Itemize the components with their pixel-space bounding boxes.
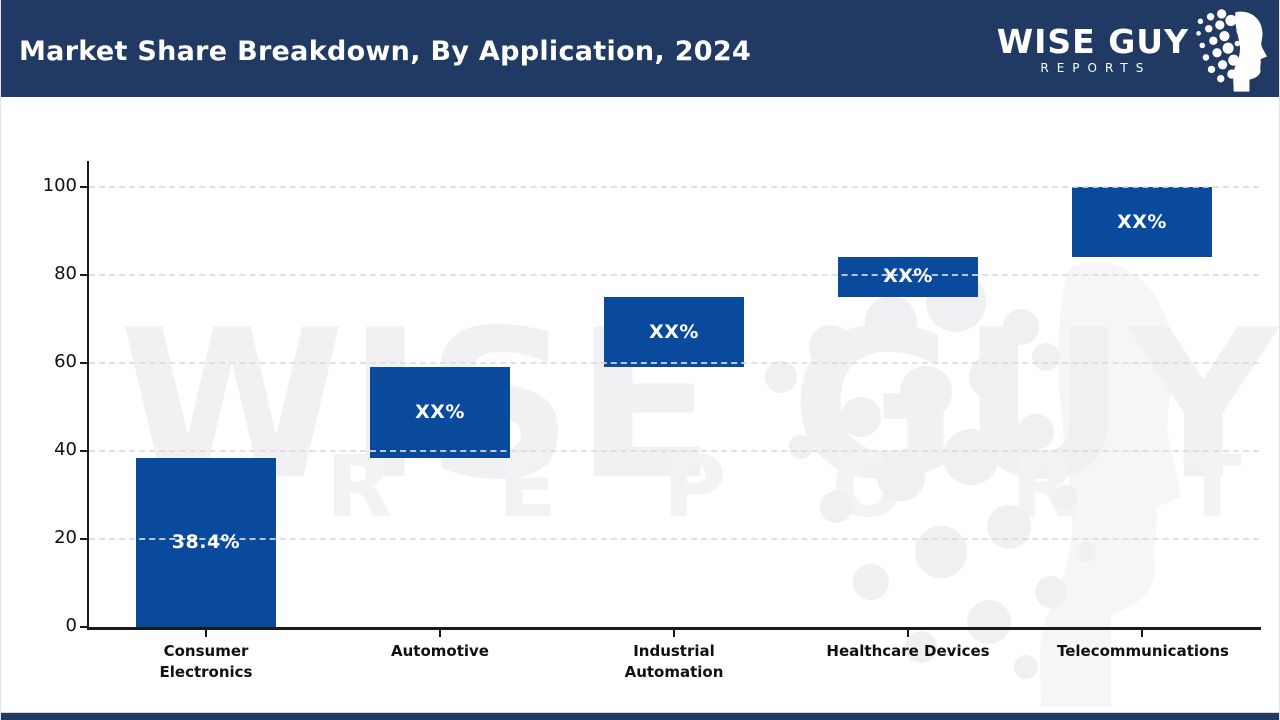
y-gridline-100 [89,186,1259,188]
bar-automotive [370,367,510,459]
logo-wordmark: WISE GUY REPORTS [997,25,1189,75]
y-tick-label-60: 60 [54,351,77,372]
x-category-label-telecommunications: Telecommunications [1057,642,1229,660]
x-category-label-healthcare-devices: Healthcare Devices [826,642,990,660]
y-tick-label-100: 100 [42,175,77,196]
footer-bar [1,713,1279,720]
wise-guy-logo: WISE GUY REPORTS [997,8,1267,92]
bar-value-label-automotive: XX% [415,401,465,424]
y-gridline-40 [89,450,1259,452]
x-category-label-consumer-electronics: Consumer Electronics [159,642,253,681]
watermark-face-dots [765,262,1181,707]
x-tick-mark-consumer-electronics [205,630,207,637]
y-gridline-80 [89,274,1259,276]
chart-area: WISE GUY R E P O R T S 02040608010038.4%… [1,97,1279,712]
y-gridline-60 [89,362,1259,364]
x-tick-mark-automotive [439,630,441,637]
bar-industrial-automation [604,297,744,368]
logo-head-icon [1196,8,1267,92]
x-tick-mark-industrial-automation [673,630,675,637]
y-tick-label-40: 40 [54,439,77,460]
y-tick-mark-40 [80,450,89,452]
bar-value-label-consumer-electronics: 38.4% [171,531,241,554]
page-title: Market Share Breakdown, By Application, … [19,36,752,67]
y-tick-mark-0 [80,626,89,628]
footer-divider [1,712,1279,713]
x-axis-line [87,627,1261,630]
x-category-label-automotive: Automotive [391,642,489,660]
bar-telecommunications [1072,187,1212,258]
x-tick-mark-telecommunications [1141,630,1143,637]
y-tick-mark-60 [80,362,89,364]
bar-consumer-electronics [136,458,276,627]
logo-wordmark-sub: REPORTS [1040,60,1152,75]
y-tick-mark-100 [80,186,89,188]
y-axis-line [87,161,89,630]
y-tick-label-80: 80 [54,263,77,284]
y-tick-label-0: 0 [65,615,77,636]
bar-healthcare-devices [838,257,978,297]
y-gridline-20 [89,538,1259,540]
header-bar: Market Share Breakdown, By Application, … [1,0,1279,97]
x-category-label-industrial-automation: Industrial Automation [624,642,724,681]
bar-value-label-telecommunications: XX% [1117,211,1167,233]
y-tick-label-20: 20 [54,527,77,548]
bar-value-label-industrial-automation: XX% [649,321,699,343]
bar-value-label-healthcare-devices: XX% [883,265,933,288]
y-tick-mark-80 [80,274,89,276]
logo-wordmark-main: WISE GUY [996,21,1189,61]
x-tick-mark-healthcare-devices [907,630,909,637]
y-tick-mark-20 [80,538,89,540]
